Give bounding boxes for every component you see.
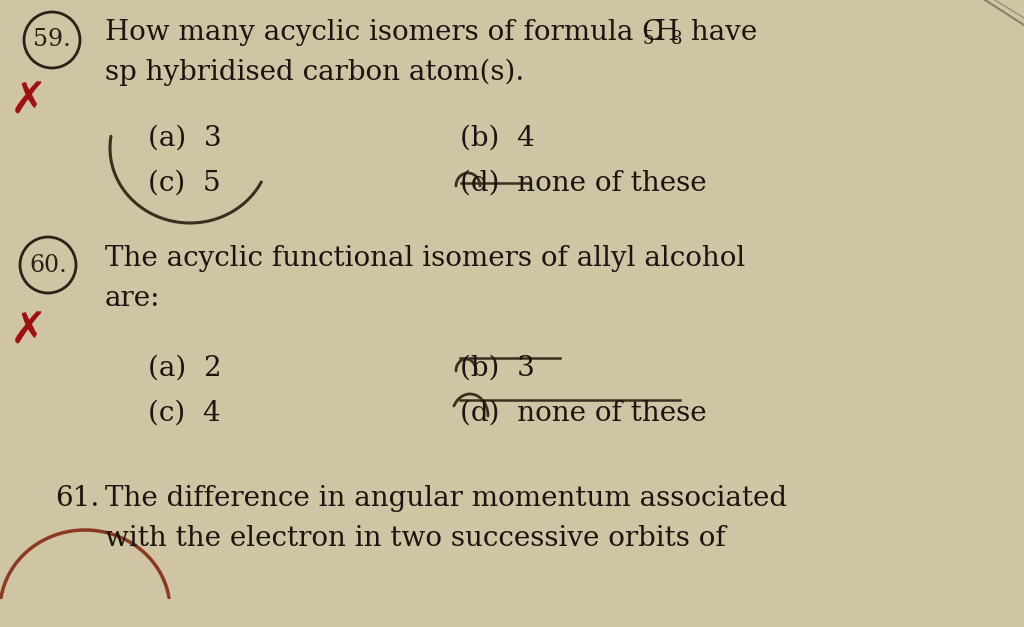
Text: How many acyclic isomers of formula C: How many acyclic isomers of formula C xyxy=(105,19,664,46)
Text: (d)  none of these: (d) none of these xyxy=(460,169,707,196)
Text: (a)  3: (a) 3 xyxy=(148,125,221,152)
Text: The acyclic functional isomers of allyl alcohol: The acyclic functional isomers of allyl … xyxy=(105,245,745,271)
Text: 8: 8 xyxy=(671,30,683,48)
Text: ✗: ✗ xyxy=(9,308,47,352)
Text: (d)  none of these: (d) none of these xyxy=(460,399,707,426)
Text: The difference in angular momentum associated: The difference in angular momentum assoc… xyxy=(105,485,787,512)
Text: 5: 5 xyxy=(642,30,653,48)
Text: 60.: 60. xyxy=(29,253,67,277)
Text: (b)  4: (b) 4 xyxy=(460,125,535,152)
Text: are:: are: xyxy=(105,285,161,312)
Text: ✗: ✗ xyxy=(9,78,47,122)
Text: have: have xyxy=(682,19,758,46)
Text: (c)  4: (c) 4 xyxy=(148,399,220,426)
Text: with the electron in two successive orbits of: with the electron in two successive orbi… xyxy=(105,525,726,552)
Text: H: H xyxy=(654,19,678,46)
Text: sp hybridised carbon atom(s).: sp hybridised carbon atom(s). xyxy=(105,58,524,86)
Text: (a)  2: (a) 2 xyxy=(148,354,221,381)
Text: (b)  3: (b) 3 xyxy=(460,354,535,381)
Text: 61.: 61. xyxy=(55,485,99,512)
Text: 59.: 59. xyxy=(33,28,71,51)
Text: (c)  5: (c) 5 xyxy=(148,169,220,196)
